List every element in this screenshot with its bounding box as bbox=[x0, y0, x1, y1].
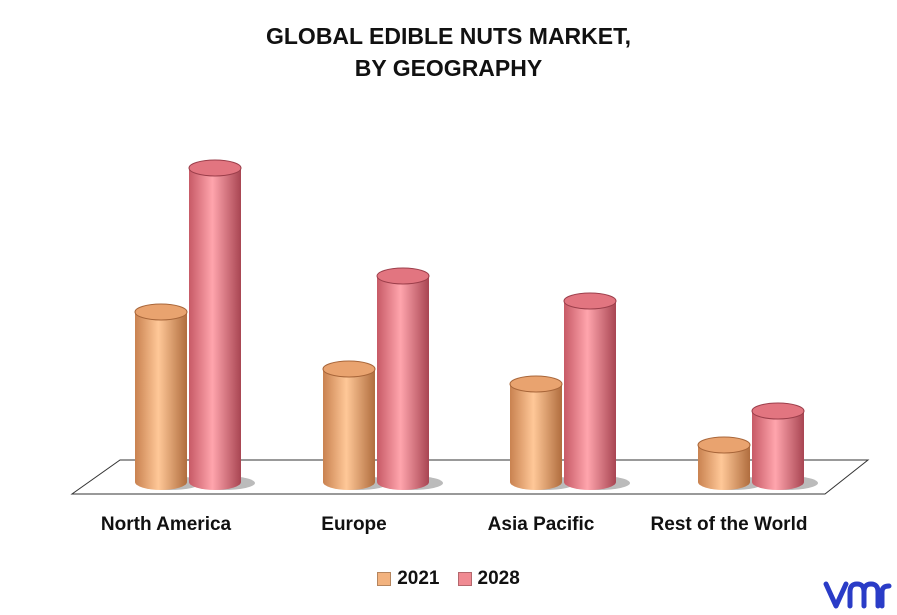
legend-label-2021: 2021 bbox=[397, 568, 440, 589]
category-labels: North America Europe Asia Pacific Rest of t… bbox=[101, 514, 808, 535]
bar-2021-rest-of-the-world bbox=[697, 436, 764, 490]
vmr-logo bbox=[823, 581, 892, 609]
category-label-north-america: North America bbox=[101, 514, 232, 535]
legend-item-2028: 2028 bbox=[457, 568, 520, 590]
bar-2021-asia-pacific bbox=[509, 375, 576, 490]
bar-2021-north-america bbox=[134, 303, 201, 490]
legend: 2021 2028 bbox=[0, 568, 897, 590]
bar-chart: North America Europe Asia Pacific Rest of t… bbox=[70, 159, 870, 535]
chart-title-line-1: GLOBAL EDIBLE NUTS MARKET, bbox=[265, 23, 632, 49]
chart-title-line-2: BY GEOGRAPHY bbox=[354, 55, 543, 81]
bar-2028-europe bbox=[376, 267, 443, 490]
chart-floor bbox=[70, 459, 870, 495]
legend-swatch-2021 bbox=[377, 572, 392, 586]
category-label-rest-of-the-world: Rest of the World bbox=[651, 514, 808, 535]
category-label-asia-pacific: Asia Pacific bbox=[488, 514, 595, 535]
bar-2028-rest-of-the-world bbox=[751, 402, 818, 490]
category-label-europe: Europe bbox=[321, 514, 386, 535]
bars-group bbox=[134, 159, 818, 490]
bar-2028-north-america bbox=[188, 159, 255, 490]
chart-title: GLOBAL EDIBLE NUTS MARKET, BY GEOGRAPHY bbox=[0, 20, 897, 84]
bar-2021-europe bbox=[322, 360, 389, 490]
legend-item-2021: 2021 bbox=[377, 568, 440, 590]
bar-2028-asia-pacific bbox=[563, 292, 630, 490]
legend-swatch-2028 bbox=[457, 572, 472, 586]
legend-label-2028: 2028 bbox=[477, 568, 520, 589]
